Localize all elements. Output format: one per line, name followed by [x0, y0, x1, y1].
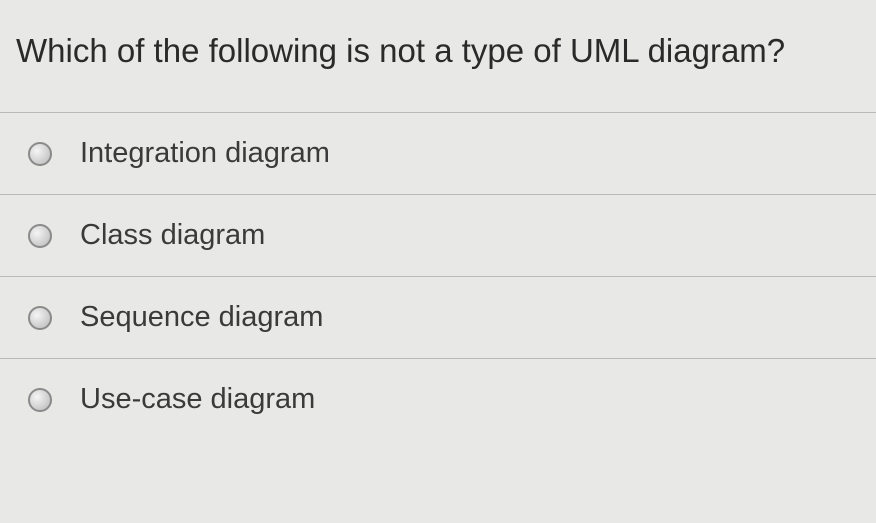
option-row[interactable]: Use-case diagram	[0, 358, 876, 440]
question-container: Which of the following is not a type of …	[0, 0, 876, 523]
radio-icon[interactable]	[28, 306, 52, 330]
radio-icon[interactable]	[28, 388, 52, 412]
option-row[interactable]: Sequence diagram	[0, 276, 876, 358]
radio-icon[interactable]	[28, 142, 52, 166]
question-text: Which of the following is not a type of …	[0, 0, 876, 112]
radio-icon[interactable]	[28, 224, 52, 248]
option-row[interactable]: Integration diagram	[0, 112, 876, 194]
option-row[interactable]: Class diagram	[0, 194, 876, 276]
option-label: Sequence diagram	[80, 301, 323, 334]
option-label: Integration diagram	[80, 137, 330, 170]
option-label: Use-case diagram	[80, 383, 315, 416]
option-label: Class diagram	[80, 219, 265, 252]
